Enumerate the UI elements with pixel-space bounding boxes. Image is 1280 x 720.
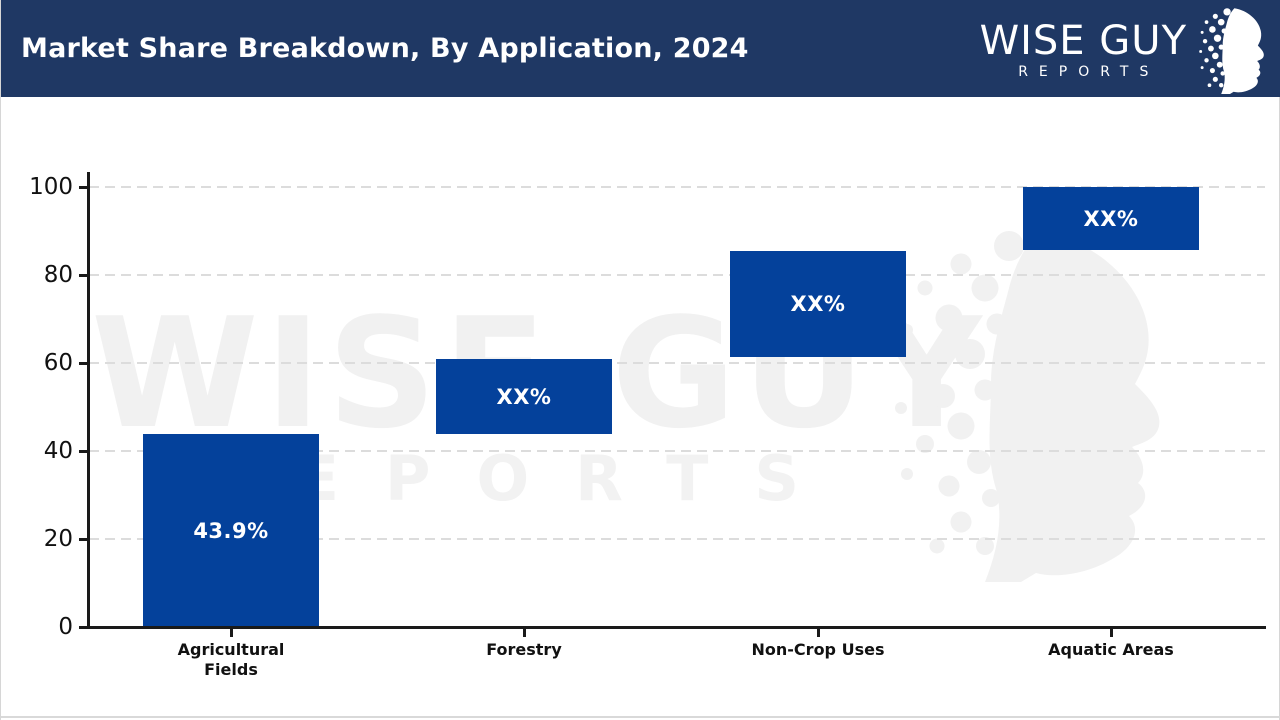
x-category-label: Forestry xyxy=(486,640,562,659)
logo-text: WISE GUY REPORTS xyxy=(980,20,1187,80)
y-axis-line xyxy=(87,172,90,629)
bar-value-label: 43.9% xyxy=(193,518,269,543)
bar-value-label: XX% xyxy=(1083,206,1139,231)
x-tick-mark xyxy=(817,629,820,637)
y-tick-label-60: 60 xyxy=(43,350,73,376)
wiseguy-logo: WISE GUY REPORTS xyxy=(980,6,1267,94)
gridline-60 xyxy=(89,362,1265,364)
bar-value-label: XX% xyxy=(790,292,846,316)
y-tick-mark-0 xyxy=(79,626,89,629)
x-category-label: Agricultural Fields xyxy=(177,640,285,679)
gridline-20 xyxy=(89,538,1265,540)
x-category-label: Aquatic Areas xyxy=(1048,640,1174,659)
y-tick-label-100: 100 xyxy=(29,174,73,200)
gridline-80 xyxy=(89,274,1265,276)
header-bar: Market Share Breakdown, By Application, … xyxy=(1,0,1280,97)
bar-aquatic-areas: XX% xyxy=(1023,187,1199,250)
y-tick-mark-40 xyxy=(79,450,89,453)
bottom-border-line xyxy=(1,716,1280,718)
y-tick-mark-100 xyxy=(79,186,89,189)
page-title: Market Share Breakdown, By Application, … xyxy=(21,33,749,64)
y-tick-label-20: 20 xyxy=(43,526,73,552)
logo-sub-text: REPORTS xyxy=(1018,64,1160,80)
x-tick-mark xyxy=(230,629,233,637)
x-category-label: Non-Crop Uses xyxy=(751,640,885,659)
y-tick-label-40: 40 xyxy=(43,438,73,464)
y-tick-mark-80 xyxy=(79,274,89,277)
gridline-100 xyxy=(89,186,1265,188)
bar-value-label: XX% xyxy=(496,384,552,409)
x-tick-mark xyxy=(523,629,526,637)
wiseguy-face-icon xyxy=(1199,8,1264,94)
y-tick-mark-20 xyxy=(79,538,89,541)
bar-forestry: XX% xyxy=(436,359,612,434)
x-tick-mark xyxy=(1110,629,1113,637)
logo-brand-text: WISE GUY xyxy=(979,18,1187,64)
y-tick-label-80: 80 xyxy=(43,262,73,288)
bar-agricultural-fields: 43.9% xyxy=(143,434,319,627)
bar-non-crop-uses: XX% xyxy=(730,251,906,357)
gridline-40 xyxy=(89,450,1265,452)
x-axis-line xyxy=(87,626,1266,629)
y-tick-label-0: 0 xyxy=(58,614,73,640)
y-tick-mark-60 xyxy=(79,362,89,365)
